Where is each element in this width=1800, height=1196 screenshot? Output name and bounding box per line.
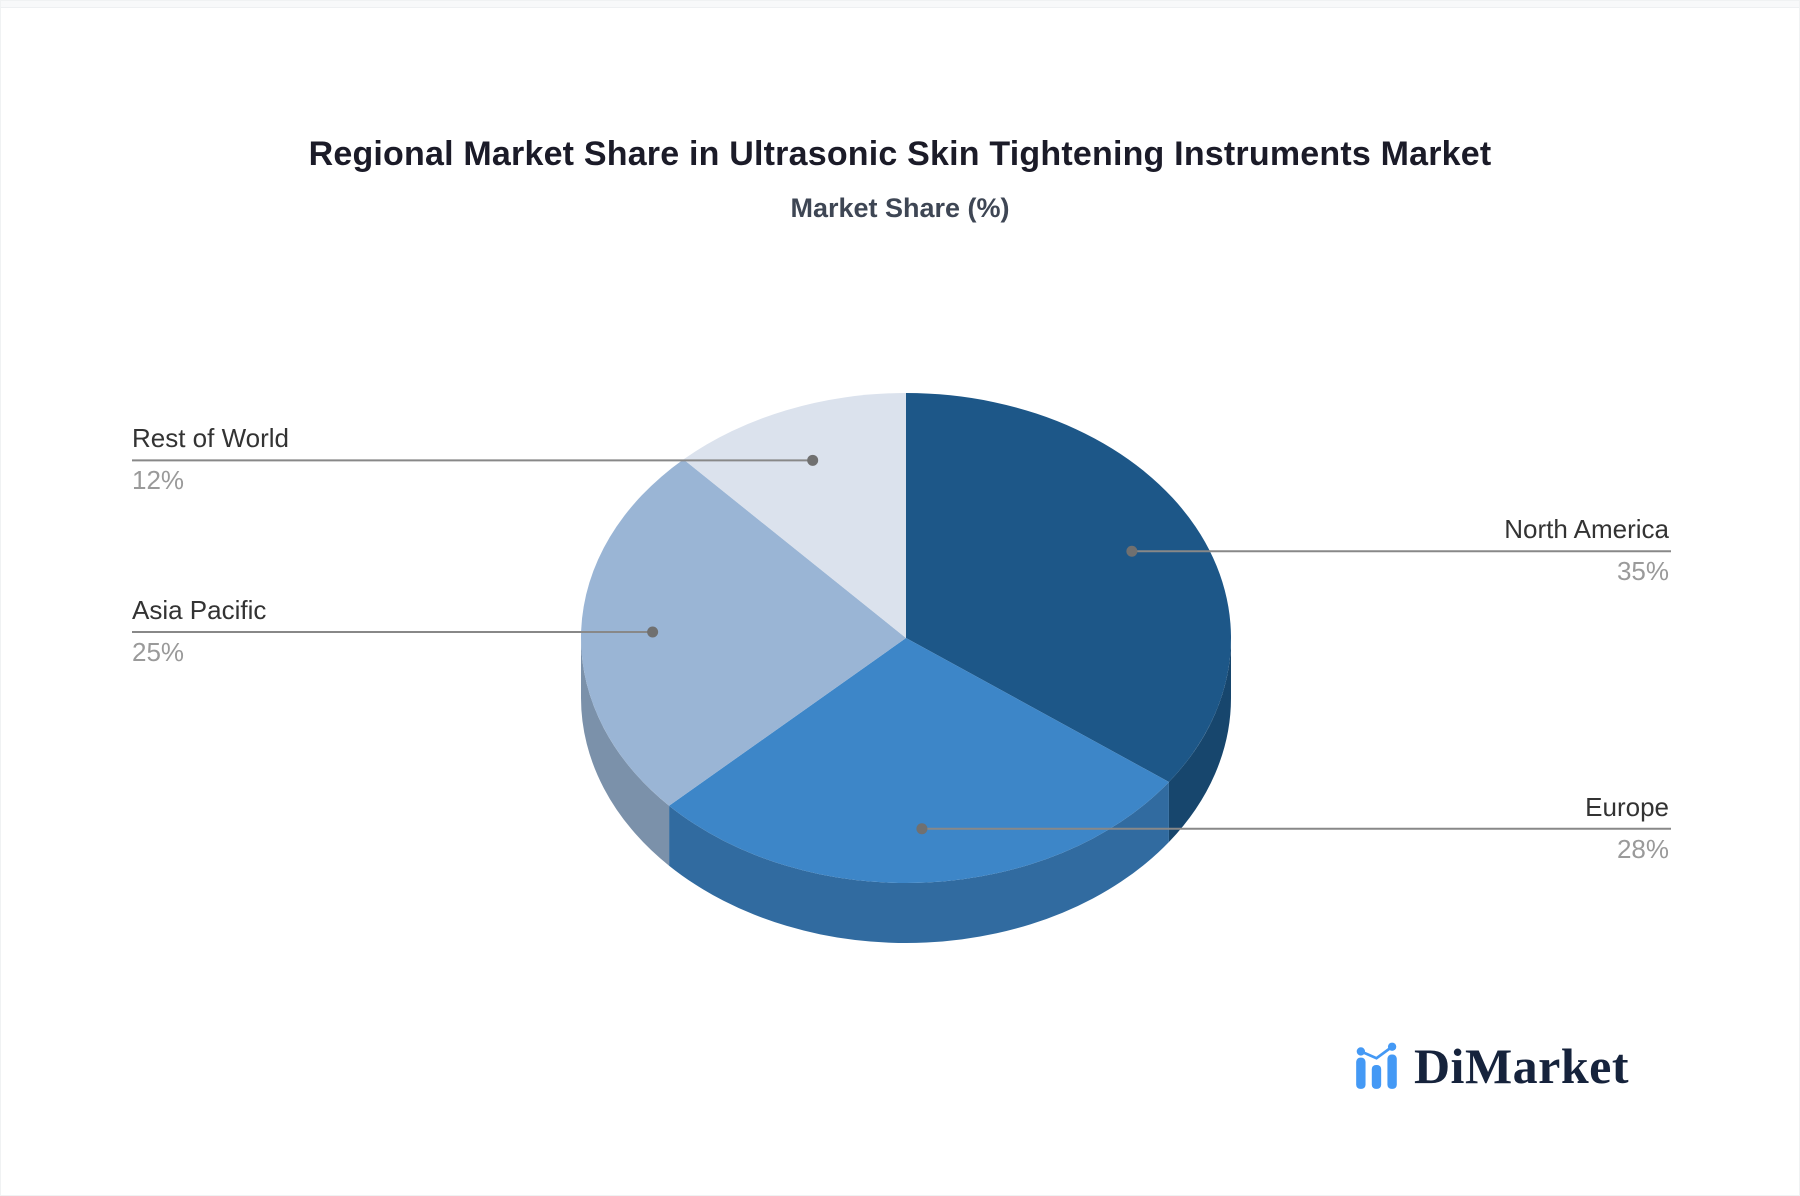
dimarket-logo[interactable]: DiMarket	[1354, 1037, 1629, 1095]
slice-rest-of-world[interactable]	[683, 393, 906, 638]
slice-side-europe	[669, 782, 1169, 943]
slice-percent: 35%	[1616, 556, 1669, 587]
slice-side-asia-pacific	[581, 638, 670, 866]
slice-asia-pacific[interactable]	[581, 459, 906, 806]
callout-rest-of-world: Rest of World 12%	[132, 420, 289, 495]
slice-percent: 12%	[132, 465, 185, 496]
slice-europe[interactable]	[669, 638, 1169, 883]
connector-dot-europe	[916, 823, 928, 835]
bar-line-chart-icon	[1356, 1042, 1397, 1089]
slice-label: North America	[1504, 514, 1669, 545]
connector-dot-asia-pacific	[647, 626, 659, 638]
slice-label: Europe	[1585, 791, 1669, 822]
slice-percent: 25%	[132, 636, 185, 667]
logo-text: DiMarket	[1413, 1038, 1629, 1094]
callout-north-america: North America 35%	[1504, 511, 1669, 586]
connector-dot-rest-of-world	[807, 454, 819, 466]
chart-title: Regional Market Share in Ultrasonic Skin…	[308, 135, 1492, 173]
connector-dot-north-america	[1126, 545, 1138, 557]
chart-subtitle: Market Share (%)	[790, 193, 1010, 223]
slice-label: Rest of World	[132, 423, 290, 454]
window-top-strip	[1, 1, 1799, 8]
slice-north-america[interactable]	[906, 393, 1231, 783]
callout-europe: Europe 28%	[1585, 789, 1669, 864]
slice-side-north-america	[1168, 638, 1231, 843]
slice-percent: 28%	[1616, 833, 1669, 864]
slice-label: Asia Pacific	[132, 594, 267, 625]
callout-asia-pacific: Asia Pacific 25%	[132, 592, 266, 667]
